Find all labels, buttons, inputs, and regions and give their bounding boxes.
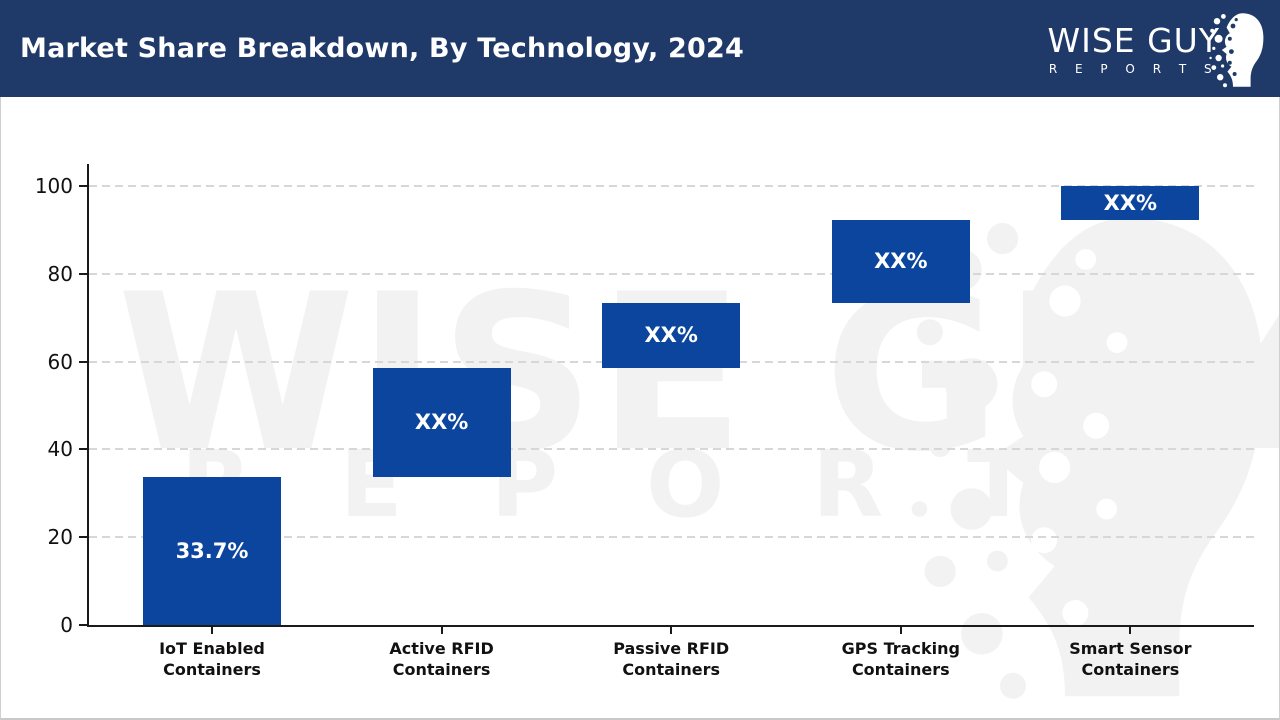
wise-guy-reports-logo: WISE GUY R E P O R T S [1047, 10, 1266, 90]
logo-subtitle: R E P O R T S [1048, 62, 1219, 76]
chart-area: WISE GUY REPORTS 0 20 40 60 80 100 33.7% IoT En… [0, 97, 1280, 720]
bar-2: XX% [372, 367, 511, 478]
y-tick [79, 184, 87, 187]
x-tick [899, 627, 902, 634]
bar-1: 33.7% [143, 477, 281, 625]
header: Market Share Breakdown, By Technology, 2… [0, 0, 1280, 97]
bar-value-label: XX% [414, 410, 469, 435]
gridline-80 [89, 272, 1254, 275]
category-label: Active RFID Containers [389, 639, 494, 679]
logo-text: WISE GUY R E P O R T S [1047, 23, 1220, 77]
y-tick [79, 536, 87, 539]
x-tick [211, 627, 213, 634]
chart-title: Market Share Breakdown, By Technology, 2… [20, 33, 745, 64]
y-tick-label: 100 [34, 173, 73, 198]
y-tick [79, 272, 87, 275]
bar-3: XX% [602, 302, 741, 368]
x-tick [670, 627, 673, 634]
category-label: Passive RFID Containers [613, 639, 730, 679]
y-tick-label: 20 [47, 525, 73, 550]
logo-wordmark: WISE GUY [1047, 21, 1220, 60]
bar-value-label: XX% [644, 323, 698, 348]
gridline-40 [89, 448, 1254, 451]
y-axis-line [87, 164, 89, 627]
gridline-100 [89, 184, 1254, 187]
bar-value-label: 33.7% [175, 539, 249, 563]
category-label: IoT Enabled Containers [159, 639, 265, 679]
y-tick [79, 360, 87, 363]
category-label: Smart Sensor Containers [1069, 639, 1192, 679]
bar-value-label: XX% [874, 249, 928, 274]
y-tick-label: 0 [60, 613, 73, 637]
logo-face-icon [1209, 13, 1264, 88]
y-tick [79, 448, 87, 451]
gridline-20 [89, 536, 1254, 539]
y-tick [79, 624, 87, 626]
y-tick-label: 60 [47, 349, 73, 374]
x-tick [440, 627, 443, 634]
x-tick [1129, 627, 1132, 634]
y-tick-label: 80 [47, 261, 73, 286]
x-axis-line [87, 625, 1254, 627]
bar-4: XX% [831, 219, 970, 303]
category-label: GPS Tracking Containers [841, 639, 960, 679]
bar-value-label: XX% [1103, 190, 1158, 215]
bar-5: XX% [1061, 185, 1200, 220]
y-tick-label: 40 [47, 437, 73, 462]
watermark-face-icon [911, 217, 1263, 699]
